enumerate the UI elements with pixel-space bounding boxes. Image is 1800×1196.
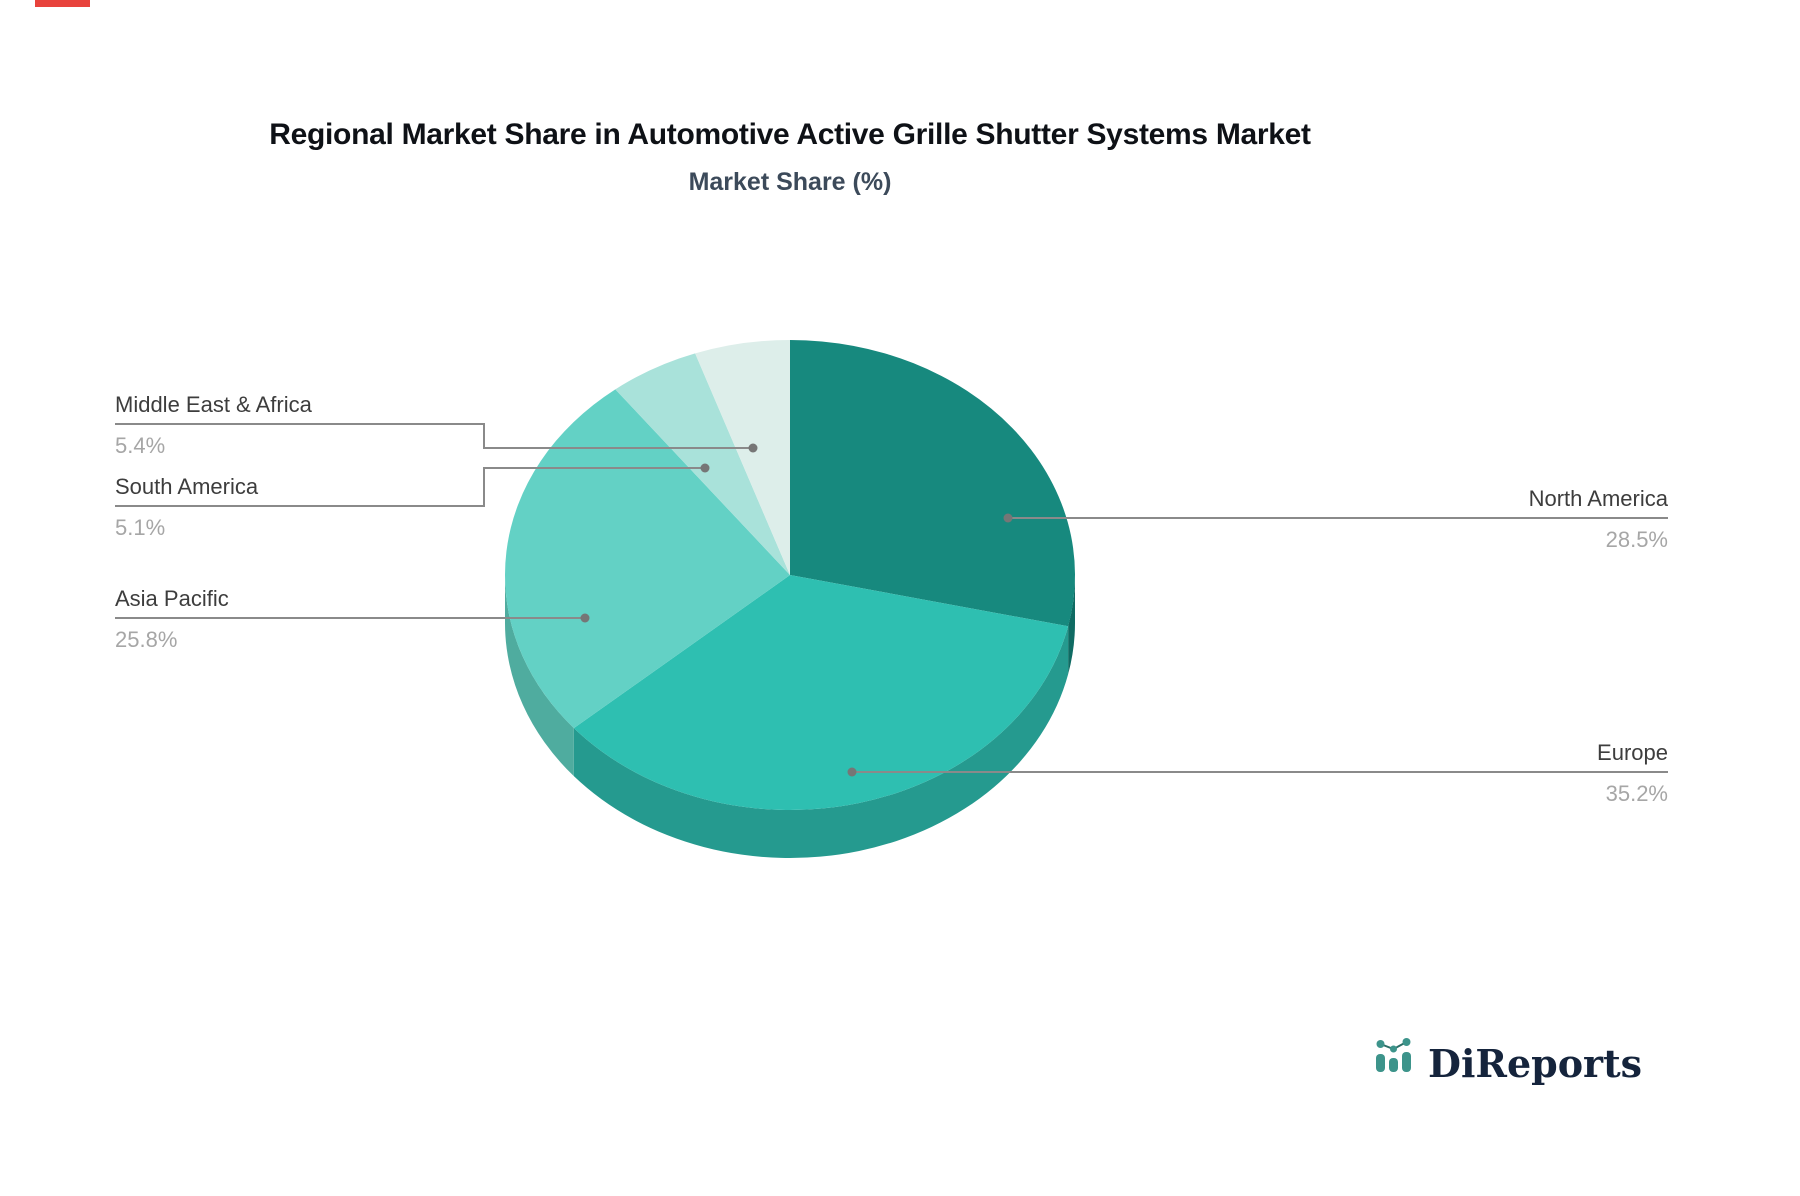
leader-line-south-america — [115, 467, 705, 507]
slice-value-north-america: 28.5% — [1605, 527, 1668, 552]
pie-slice-side-asia-pacific — [505, 575, 574, 777]
chart-subtitle: Market Share (%) — [688, 168, 892, 196]
pie-slice-side-europe — [573, 626, 1069, 858]
logo-bar-1 — [1376, 1054, 1385, 1072]
slice-label-south-america: South America — [115, 474, 259, 499]
pie-slice-side-north-america — [1068, 575, 1075, 675]
leader-dot-north-america — [1003, 513, 1013, 523]
slice-label-asia-pacific: Asia Pacific — [115, 586, 229, 611]
chart-title: Regional Market Share in Automotive Acti… — [269, 118, 1311, 151]
logo-text: DiReports — [1428, 1041, 1643, 1086]
leader-dot-europe — [847, 767, 857, 777]
logo-bar-2 — [1389, 1058, 1398, 1072]
pie-slice-middle-east-africa[interactable] — [695, 340, 790, 575]
bar-line-chart-icon — [1376, 1038, 1411, 1072]
leader-line-middle-east-africa — [115, 423, 753, 449]
direports-logo: DiReports — [1376, 1038, 1642, 1090]
pie-slice-europe[interactable] — [573, 575, 1069, 810]
screen-capture-artifact — [35, 0, 90, 7]
slice-label-europe: Europe — [1597, 740, 1668, 765]
leader-dot-asia-pacific — [580, 613, 590, 623]
logo-dot-2 — [1390, 1045, 1397, 1053]
leader-dot-south-america — [700, 463, 710, 473]
pie-slice-asia-pacific[interactable] — [505, 389, 790, 729]
slice-label-middle-east-africa: Middle East & Africa — [115, 392, 312, 417]
leader-dot-middle-east-africa — [748, 443, 758, 453]
logo-dot-3 — [1402, 1038, 1411, 1046]
logo-bar-3 — [1402, 1052, 1411, 1072]
slice-value-europe: 35.2% — [1605, 781, 1668, 806]
slice-label-north-america: North America — [1528, 486, 1668, 511]
slice-value-middle-east-africa: 5.4% — [115, 433, 166, 458]
pie-slice-north-america[interactable] — [790, 340, 1075, 627]
slice-value-south-america: 5.1% — [115, 515, 166, 540]
logo-dot-1 — [1376, 1040, 1385, 1048]
slice-value-asia-pacific: 25.8% — [115, 627, 178, 652]
